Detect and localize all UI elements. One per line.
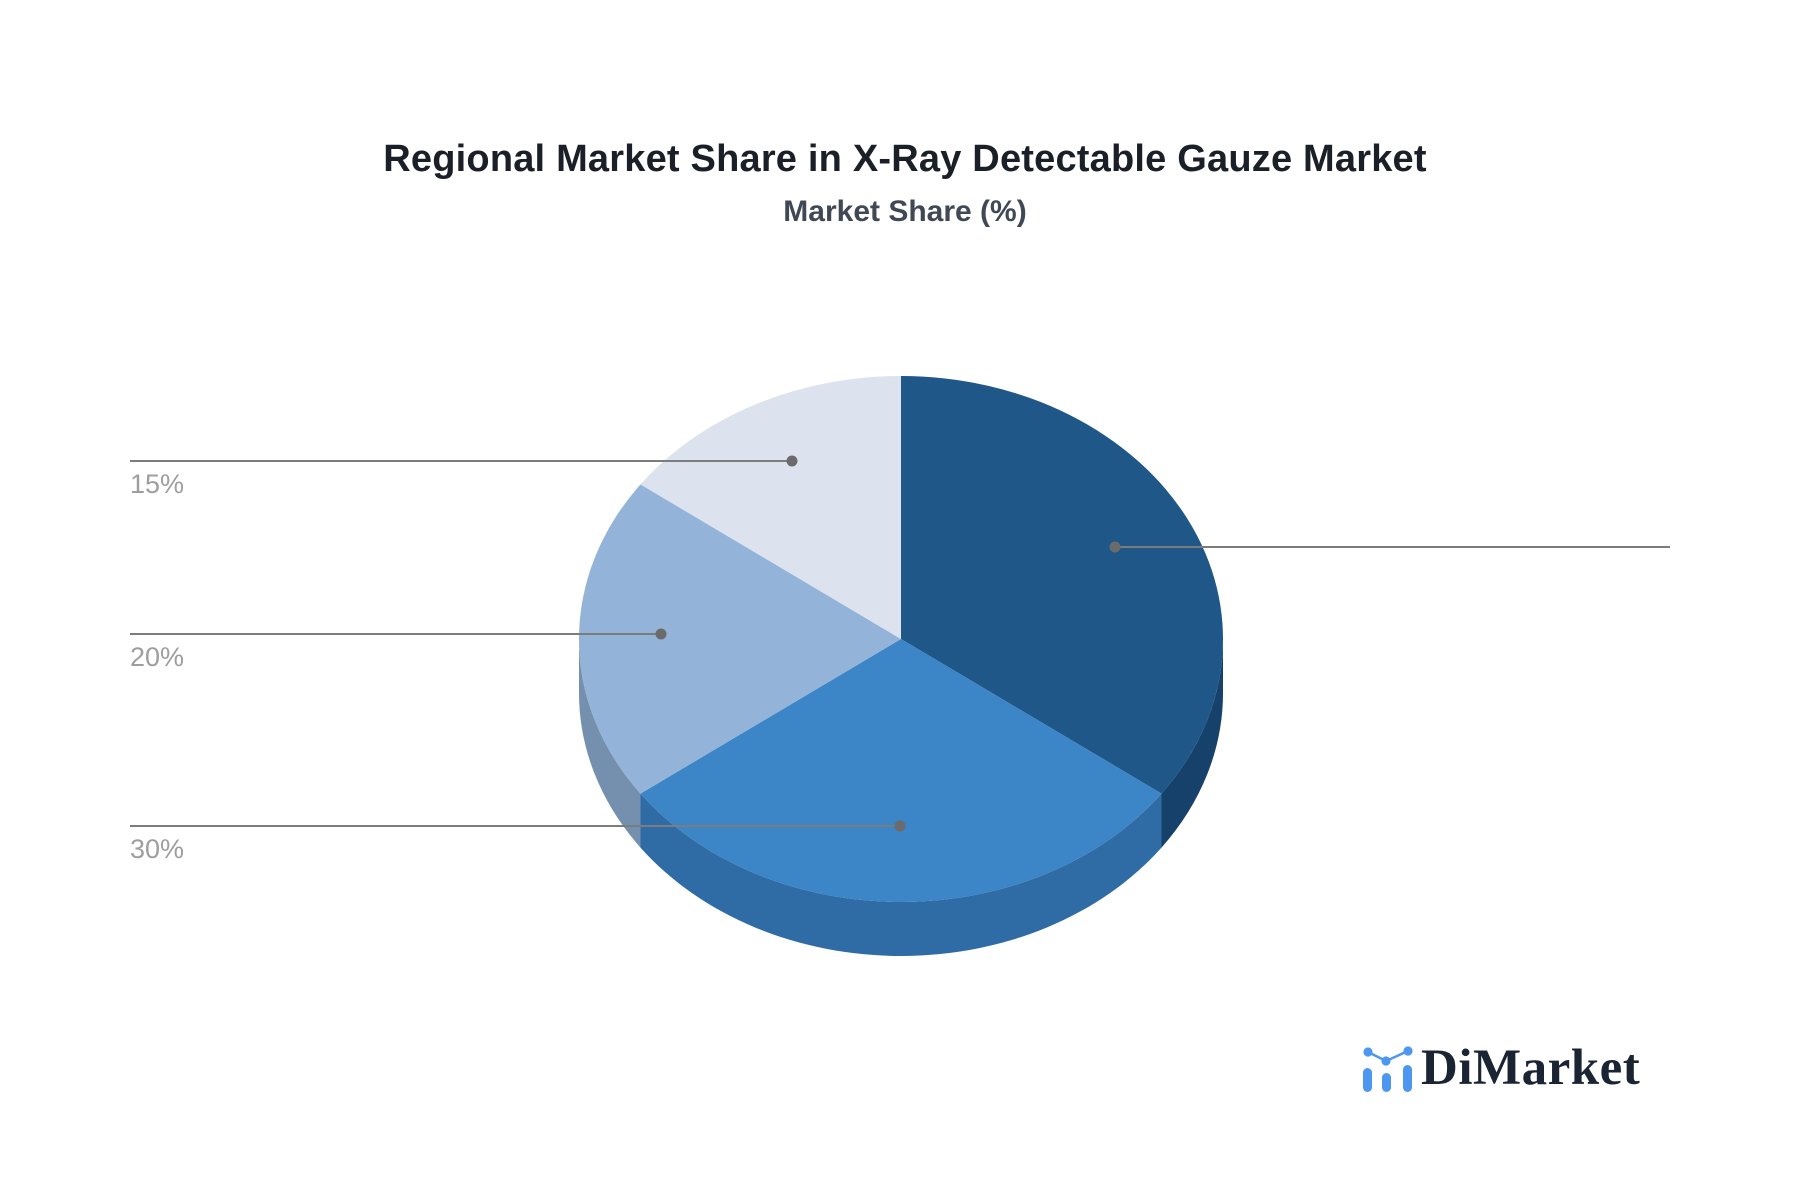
- leader-dot-rest-of-world: [786, 455, 798, 467]
- slice-label-percent: 30%: [130, 834, 185, 864]
- pie-slice-side-asia-pacific: [579, 639, 641, 848]
- leader-dot-asia-pacific: [655, 628, 667, 640]
- chart-subtitle: Market Share (%): [783, 195, 1027, 228]
- brand-logo-text: DiMarket: [1421, 1040, 1641, 1096]
- pie-slice-rest-of-world: [640, 376, 901, 639]
- pie-slice-side-europe: [640, 793, 1162, 956]
- pie-slice-side-north-america: [1161, 639, 1223, 848]
- slice-label-percent: 20%: [130, 642, 185, 672]
- brand-logo: DiMarket: [1362, 1042, 1640, 1094]
- leader-dot-north-america: [1109, 541, 1121, 553]
- pie-slice-asia-pacific: [579, 484, 901, 794]
- slice-label-percent: 15%: [130, 469, 185, 499]
- pie-slice-north-america: [901, 376, 1223, 794]
- pie-slice-europe: [640, 639, 1162, 903]
- chart-title: Regional Market Share in X-Ray Detectabl…: [383, 138, 1427, 180]
- leader-dot-europe: [894, 820, 906, 832]
- bar-line-chart-icon: [1363, 1046, 1413, 1092]
